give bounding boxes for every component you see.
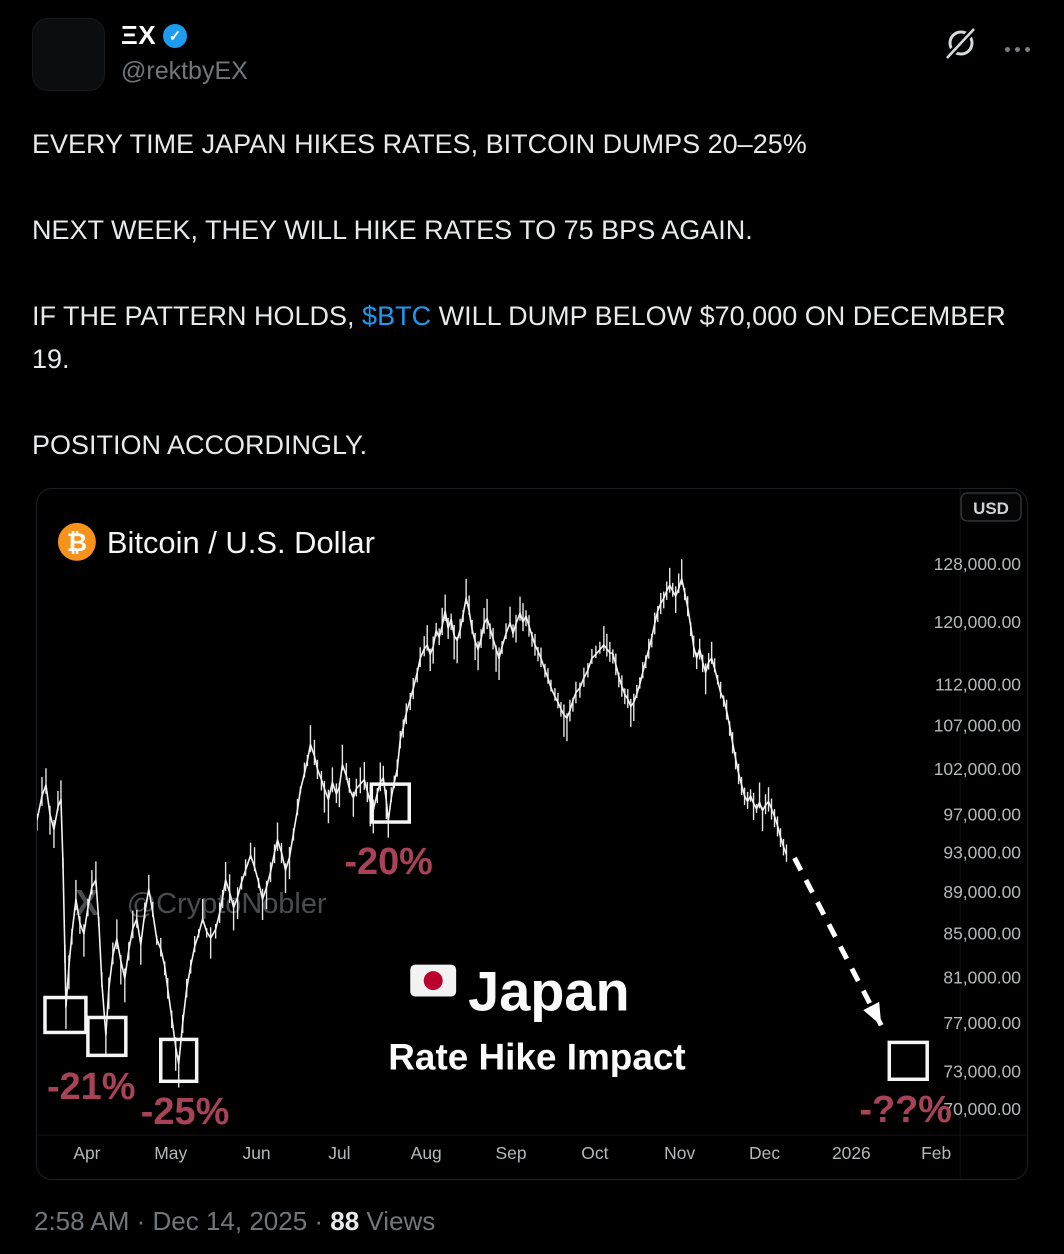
svg-text:@CryptoNobler: @CryptoNobler: [127, 888, 327, 920]
svg-text:2026: 2026: [832, 1143, 871, 1163]
bitcoin-icon: [57, 522, 96, 561]
svg-text:120,000.00: 120,000.00: [934, 612, 1022, 632]
svg-text:Rate Hike Impact: Rate Hike Impact: [388, 1036, 685, 1077]
svg-text:Oct: Oct: [581, 1143, 608, 1163]
dip-marker-boxes: [43, 782, 929, 1084]
svg-text:128,000.00: 128,000.00: [934, 554, 1022, 574]
svg-text:Feb: Feb: [921, 1143, 951, 1163]
svg-text:70,000.00: 70,000.00: [943, 1099, 1021, 1119]
svg-text:73,000.00: 73,000.00: [943, 1061, 1021, 1081]
tweet-paragraph: POSITION ACCORDINGLY.: [32, 430, 368, 460]
tweet-header: ΞX ✓ @rektbyEX: [32, 18, 1030, 91]
svg-text:-??%: -??%: [859, 1089, 952, 1131]
svg-text:May: May: [154, 1143, 187, 1163]
watermark: X @CryptoNobler: [75, 882, 327, 923]
svg-text:-25%: -25%: [141, 1091, 230, 1133]
x-axis-labels: Apr May Jun Jul Aug Sep Oct Nov Dec 2026 Feb: [73, 1143, 951, 1163]
avatar[interactable]: [32, 18, 105, 91]
tweet-paragraph: EVERY TIME JAPAN HIKES RATES, BITCOIN DU…: [32, 129, 807, 159]
svg-text:Nov: Nov: [664, 1143, 695, 1163]
tweet-footer: 2:58 AM · Dec 14, 2025 · 88 Views: [34, 1206, 435, 1237]
timestamp: 2:58 AM · Dec 14, 2025 ·: [34, 1206, 331, 1236]
svg-text:Aug: Aug: [411, 1143, 442, 1163]
svg-text:-21%: -21%: [47, 1066, 136, 1108]
tweet-paragraph: IF THE PATTERN HOLDS, $BTC WILL DUMP BEL…: [32, 295, 1030, 381]
svg-text:Japan: Japan: [468, 960, 630, 1023]
svg-text:102,000.00: 102,000.00: [934, 759, 1022, 779]
currency-label: USD: [960, 492, 1022, 522]
svg-text:112,000.00: 112,000.00: [935, 674, 1021, 694]
cashtag-link[interactable]: $BTC: [362, 301, 432, 331]
price-chart-svg: 128,000.00 120,000.00 112,000.00 107,000.00…: [37, 489, 1027, 1179]
tweet-card: ΞX ✓ @rektbyEX EVERY TIME JAPAN HIKES RA…: [0, 0, 1064, 467]
price-series: [37, 559, 788, 1088]
svg-text:Bitcoin / U.S. Dollar: Bitcoin / U.S. Dollar: [107, 525, 375, 560]
views-label: Views: [359, 1206, 436, 1236]
svg-text:85,000.00: 85,000.00: [943, 924, 1021, 944]
tweet-text-span: IF THE PATTERN HOLDS,: [32, 301, 363, 331]
tweet-text-span: WILL DUMP BELOW $70,000 ON DECEMBER 19.: [32, 301, 1006, 374]
user-handle: @rektbyEX: [121, 57, 248, 85]
chart-caption: Japan Rate Hike Impact: [388, 960, 685, 1078]
dot-icon: [1025, 46, 1030, 52]
dot-icon: [1005, 46, 1010, 52]
percent-labels: -21%-25% -20% -??%: [47, 841, 952, 1133]
svg-text:Dec: Dec: [749, 1143, 780, 1163]
verified-badge-icon: ✓: [163, 23, 188, 48]
grok-icon[interactable]: [943, 26, 979, 62]
chart-title-row: ₿ Bitcoin / U.S. Dollar: [57, 522, 375, 561]
header-actions: [943, 18, 1030, 62]
projection-arrow: [792, 856, 884, 1027]
svg-text:Jul: Jul: [328, 1143, 350, 1163]
more-button[interactable]: [1005, 37, 1030, 52]
svg-text:Apr: Apr: [73, 1143, 100, 1163]
svg-text:107,000.00: 107,000.00: [934, 716, 1022, 736]
dot-icon: [1015, 46, 1020, 52]
svg-text:77,000.00: 77,000.00: [943, 1013, 1021, 1033]
tweet-paragraph: NEXT WEEK, THEY WILL HIKE RATES TO 75 BP…: [32, 215, 753, 245]
tweet-text: EVERY TIME JAPAN HIKES RATES, BITCOIN DU…: [32, 123, 1030, 467]
svg-text:97,000.00: 97,000.00: [943, 804, 1021, 824]
user-id-block[interactable]: ΞX ✓ @rektbyEX: [121, 18, 248, 86]
y-axis-labels: 128,000.00 120,000.00 112,000.00 107,000.00…: [934, 554, 1022, 1119]
svg-text:-20%: -20%: [344, 841, 433, 883]
japan-flag-icon: [410, 964, 457, 997]
svg-text:89,000.00: 89,000.00: [943, 882, 1021, 902]
display-name: ΞX: [121, 20, 157, 50]
svg-text:₿: ₿: [67, 528, 87, 557]
chart-attachment[interactable]: 128,000.00 120,000.00 112,000.00 107,000.00…: [36, 488, 1028, 1180]
svg-text:USD: USD: [973, 499, 1009, 518]
svg-text:Sep: Sep: [496, 1143, 527, 1163]
svg-text:Jun: Jun: [242, 1143, 270, 1163]
svg-text:81,000.00: 81,000.00: [943, 967, 1021, 987]
views-count: 88: [330, 1206, 360, 1236]
svg-text:93,000.00: 93,000.00: [943, 842, 1021, 862]
